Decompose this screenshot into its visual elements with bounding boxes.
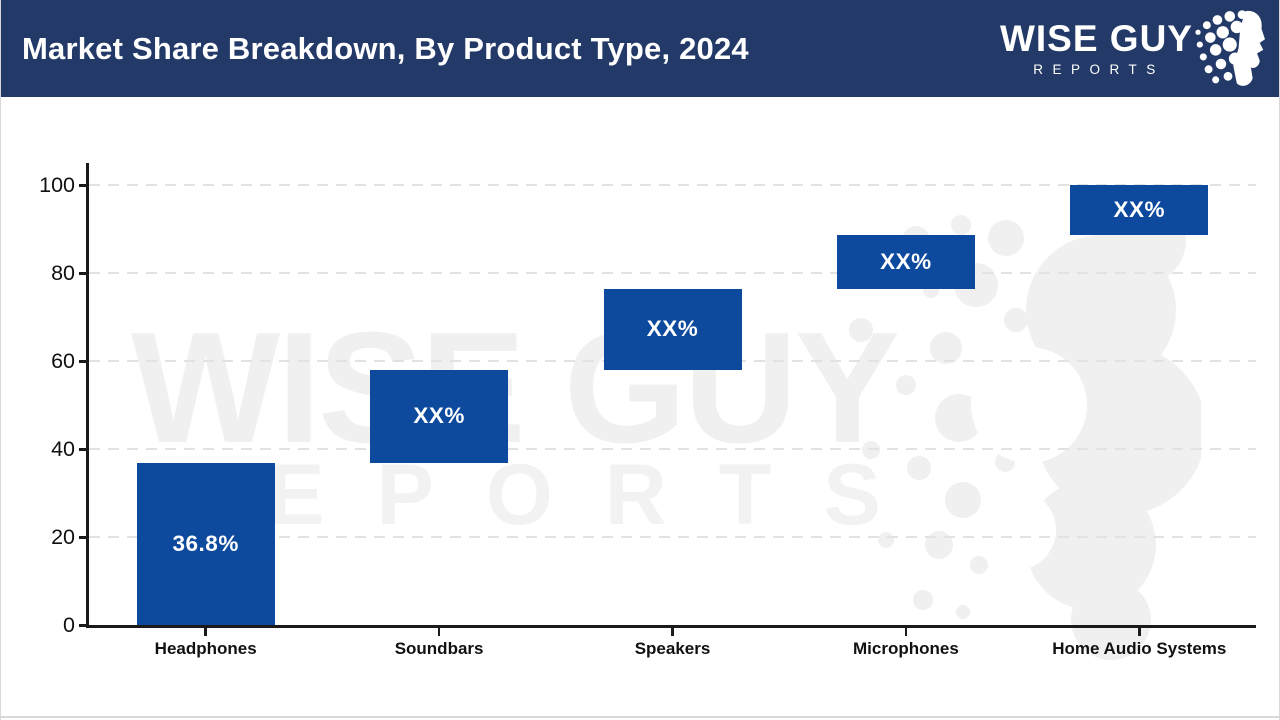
bar-value-label-headphones: 36.8% [172, 531, 239, 557]
x-tick-home-audio-systems [1138, 627, 1141, 636]
bar-soundbars: XX% [370, 369, 509, 464]
brand-name: WISE GUY [999, 18, 1193, 59]
y-tick-label-80: 80 [51, 261, 75, 285]
y-tick-0 [79, 624, 88, 627]
gridline-40 [89, 448, 1256, 450]
x-tick-headphones [204, 627, 207, 636]
y-tick-80 [79, 272, 88, 275]
x-axis [86, 625, 1256, 628]
x-tick-label-headphones: Headphones [154, 639, 257, 658]
gridline-20 [89, 536, 1256, 538]
y-tick-label-40: 40 [51, 437, 75, 461]
chart-title: Market Share Breakdown, By Product Type,… [22, 30, 749, 66]
bar-value-label-soundbars: XX% [413, 403, 465, 429]
head-profile-icon [1195, 9, 1265, 86]
brand-logo: WISE GUY REPORTS [1000, 7, 1265, 91]
x-tick-microphones [904, 627, 908, 636]
y-axis [86, 163, 89, 628]
bar-value-label-home-audio-systems: XX% [1113, 197, 1166, 223]
x-tick-label-soundbars: Soundbars [394, 639, 484, 658]
x-tick-soundbars [437, 627, 441, 636]
brand-subname: REPORTS [1033, 62, 1165, 77]
watermark-text-1: WISE GUY [131, 300, 900, 476]
x-tick-speakers [671, 627, 674, 636]
gridline-100 [89, 184, 1256, 186]
y-tick-60 [79, 360, 88, 363]
app-header: Market Share Breakdown, By Product Type,… [1, 0, 1279, 97]
bar-headphones: 36.8% [136, 463, 275, 625]
y-tick-100 [79, 184, 88, 187]
bar-home-audio-systems: XX% [1070, 185, 1209, 236]
x-tick-label-home-audio-systems: Home Audio Systems [1052, 639, 1227, 658]
brand-logo-text: WISE GUY REPORTS [1000, 20, 1193, 77]
bar-speakers: XX% [603, 288, 742, 370]
x-tick-label-microphones: Microphones [852, 639, 959, 658]
y-tick-label-0: 0 [63, 613, 75, 637]
bar-value-label-speakers: XX% [646, 316, 699, 342]
x-tick-label-speakers: Speakers [634, 639, 711, 658]
bottom-rule [1, 716, 1279, 718]
gridline-80 [89, 272, 1256, 274]
y-tick-40 [79, 448, 88, 451]
y-tick-label-20: 20 [51, 525, 75, 549]
y-tick-label-60: 60 [51, 349, 75, 373]
bar-microphones: XX% [836, 235, 975, 289]
bar-value-label-microphones: XX% [880, 248, 932, 274]
y-tick-label-100: 100 [39, 173, 75, 197]
y-tick-20 [79, 536, 88, 539]
